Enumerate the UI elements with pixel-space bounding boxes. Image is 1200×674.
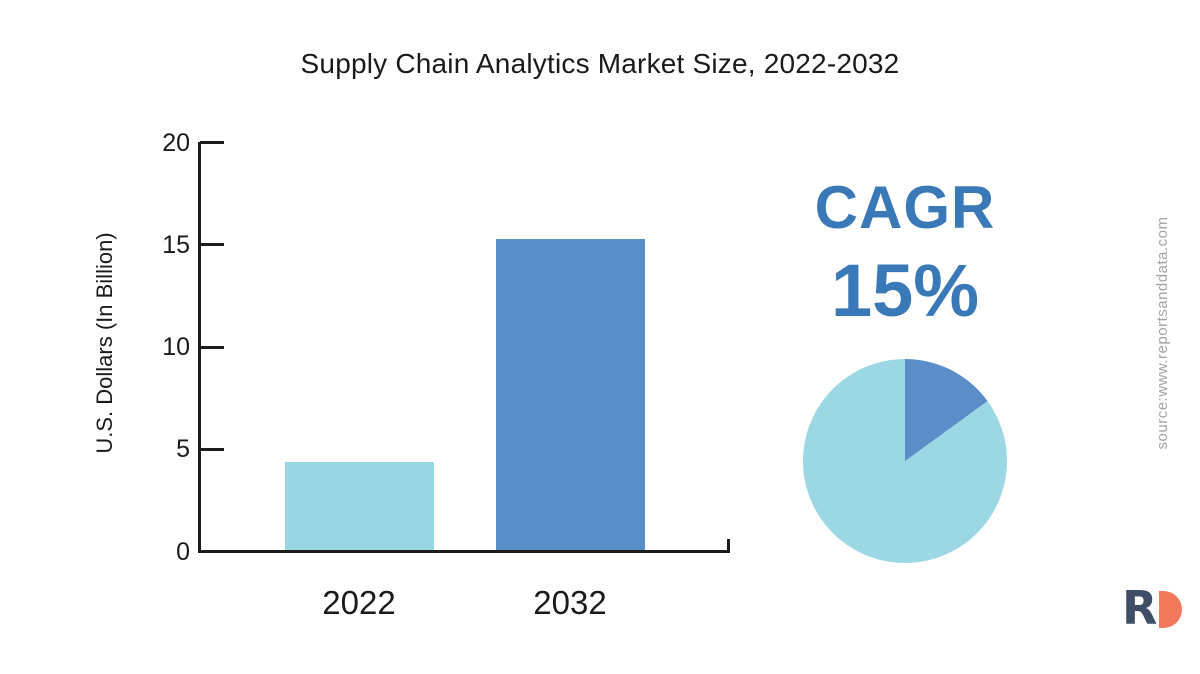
y-tick-label-10: 10 [162,333,190,361]
cagr-label: CAGR [814,174,996,241]
y-tick-label-15: 15 [162,230,190,259]
bar-2032 [495,239,645,550]
bar-2022 [284,462,434,550]
cagr-value: 15% [830,249,980,332]
logo-d-shape [1159,591,1183,628]
chart-title: Supply Chain Analytics Market Size, 2022… [300,48,900,79]
y-tick-10 [200,345,224,349]
y-tick-15 [200,243,224,247]
logo-letter-r: R [1122,581,1158,635]
y-tick-label-5: 5 [176,435,190,464]
x-axis-end-tick [727,539,730,553]
x-category-label-2022: 2022 [322,584,396,621]
y-tick-20 [200,141,224,144]
y-tick-5 [200,447,224,451]
cagr-callout: CAGR 15% [780,178,1030,328]
y-tick-label-0: 0 [176,537,190,566]
y-tick-label-20: 20 [162,128,190,157]
brand-logo: R [1122,581,1183,635]
source-watermark: source:www.reportsanddata.com [1154,216,1171,450]
x-category-label-2032: 2032 [533,584,607,621]
x-axis-line [198,550,730,553]
bar-chart: U.S. Dollars (In Billion) 0 5 10 15 20 2022 2… [92,128,730,621]
y-axis-line [198,142,201,553]
pie-chart [803,359,1007,563]
